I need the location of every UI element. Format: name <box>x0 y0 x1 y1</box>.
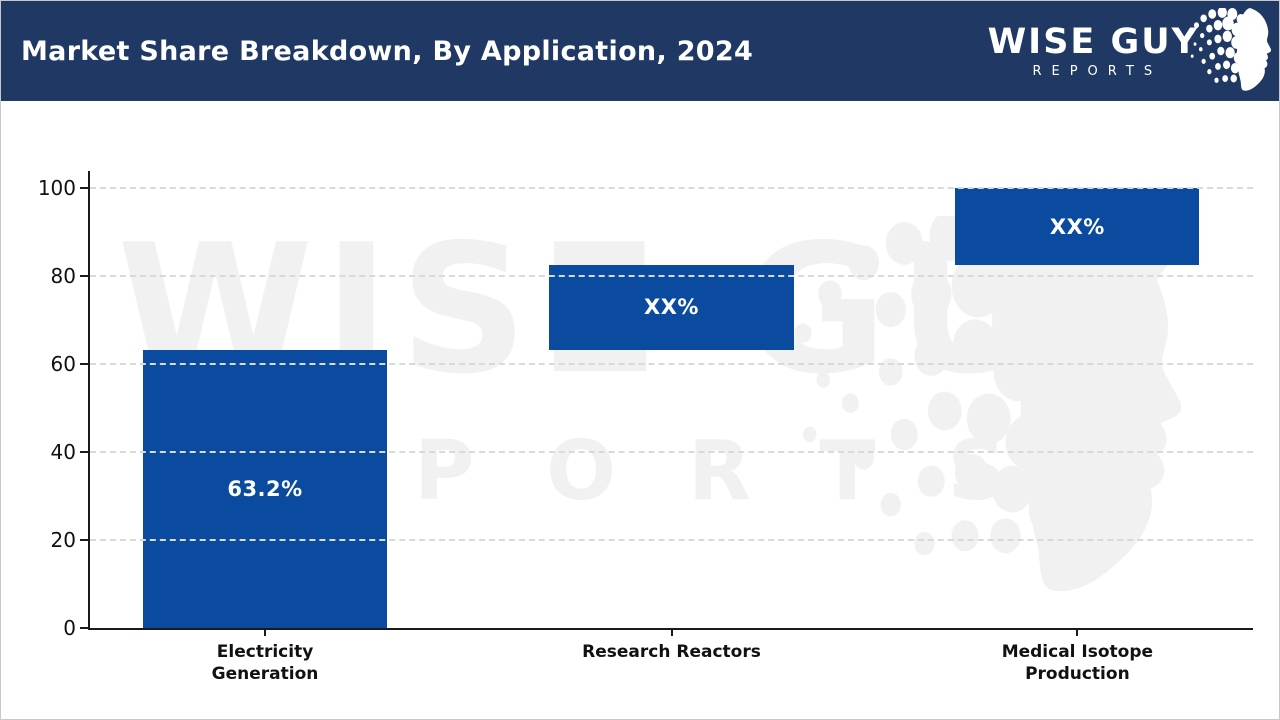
y-tick-mark-40 <box>80 451 90 453</box>
y-tick-label-80: 80 <box>50 264 76 288</box>
y-tick-mark-80 <box>80 275 90 277</box>
y-tick-mark-0 <box>80 627 90 629</box>
x-category-label-line: Medical Isotope <box>1001 642 1154 662</box>
gridline-80 <box>90 275 1253 277</box>
header: Market Share Breakdown, By Application, … <box>1 1 1279 101</box>
y-tick-mark-60 <box>80 363 90 365</box>
page-title: Market Share Breakdown, By Application, … <box>21 35 754 67</box>
x-tick-mark-research-reactors <box>670 628 673 636</box>
x-category-label-line: Research Reactors <box>582 642 761 662</box>
y-tick-label-60: 60 <box>50 352 76 376</box>
x-tick-mark-medical-isotope-production <box>1076 628 1079 636</box>
x-tick-mark-electricity-generation <box>264 628 267 636</box>
logo-subtitle: REPORTS <box>1032 63 1163 79</box>
logo-wordmark: WISE GUY <box>987 21 1199 62</box>
x-category-label-medical-isotope-production: Medical Isotope Production <box>1002 641 1153 685</box>
bar-value-label-electricity-generation: 63.2% <box>227 476 303 501</box>
gridline-20 <box>90 539 1253 541</box>
y-tick-mark-100 <box>80 187 90 189</box>
x-category-label-electricity-generation: Electricity Generation <box>212 641 319 685</box>
bar-value-label-research-reactors: XX% <box>644 295 699 320</box>
logo-face-icon <box>1188 8 1271 91</box>
gridline-40 <box>90 451 1253 453</box>
x-category-label-line: Production <box>1025 664 1130 685</box>
y-tick-label-0: 0 <box>63 616 76 640</box>
plot-area: 0 20 40 60 80 100 63.2% Electricity Generation XX… <box>38 171 1253 684</box>
bar-medical-isotope-production: XX% <box>955 188 1200 265</box>
wise-guy-logo: WISE GUY REPORTS <box>988 8 1271 94</box>
y-tick-label-20: 20 <box>50 528 76 552</box>
y-tick-label-100: 100 <box>37 176 76 200</box>
y-tick-label-40: 40 <box>50 440 76 464</box>
logo-face-dots <box>1188 8 1250 83</box>
watermark-face-profile <box>1020 216 1181 592</box>
bar-research-reactors: XX% <box>549 265 794 350</box>
logo-text: WISE GUY REPORTS <box>987 21 1199 79</box>
gridline-60 <box>90 363 1253 365</box>
logo-face-profile <box>1236 8 1271 91</box>
x-category-label-line: Generation <box>211 664 319 685</box>
y-tick-mark-20 <box>80 539 90 541</box>
bar-value-label-medical-isotope-production: XX% <box>1049 214 1105 239</box>
chart-region: WISE GUY REPORTS <box>1 101 1279 719</box>
bar-electricity-generation: 63.2% <box>142 349 388 628</box>
y-axis-spine <box>88 171 90 630</box>
gridline-100 <box>90 187 1253 189</box>
x-category-label-line: Electricity <box>216 642 314 662</box>
x-category-label-research-reactors: Research Reactors <box>582 641 761 663</box>
